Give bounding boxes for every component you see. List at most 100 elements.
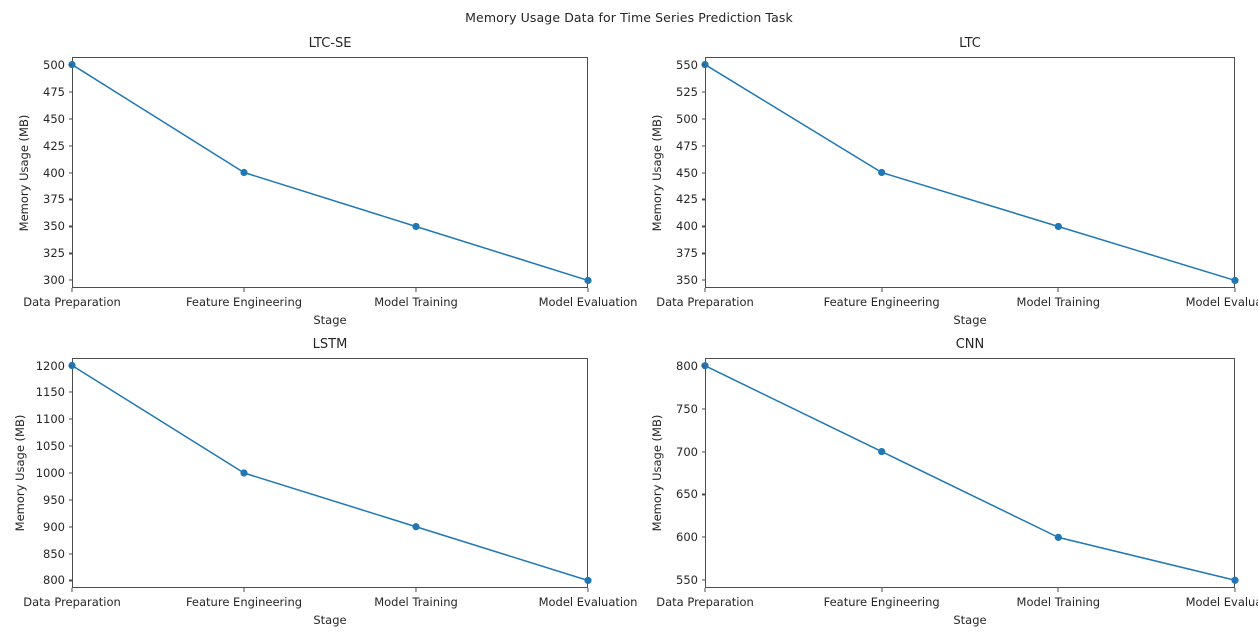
y-tick-mark: [701, 117, 705, 120]
y-tick-mark: [68, 144, 72, 147]
y-axis-label: Memory Usage (MB): [17, 114, 31, 231]
y-tick-mark: [68, 364, 72, 367]
y-tick-label: 800: [676, 358, 698, 373]
x-tick-label: Model Evaluation: [538, 295, 638, 309]
x-tick-mark: [415, 588, 417, 592]
y-tick-label: 375: [43, 192, 65, 207]
x-tick-mark: [415, 288, 417, 292]
x-axis-label: Stage: [313, 613, 347, 627]
y-tick-label: 900: [43, 519, 65, 534]
y-tick-mark: [68, 64, 72, 66]
y-tick-label: 1200: [35, 358, 65, 373]
data-point-marker: [1231, 576, 1239, 584]
x-axis-label: Stage: [313, 313, 347, 327]
y-tick-mark: [68, 526, 72, 528]
x-tick-label: Model Evaluation: [1185, 295, 1258, 309]
y-tick-mark: [701, 91, 705, 93]
subplot-title: LTC: [959, 36, 981, 51]
y-tick-label: 800: [43, 573, 65, 588]
y-tick-mark: [701, 198, 705, 201]
y-tick-mark: [68, 225, 72, 227]
x-tick-mark: [587, 288, 589, 292]
y-tick-mark: [701, 252, 705, 254]
data-point-marker: [1054, 533, 1062, 541]
data-point-marker: [701, 60, 709, 69]
y-tick-mark: [701, 579, 705, 581]
subplot-cnn: CNN Memory Usage (MB) Stage 550 600 650 700…: [650, 337, 1258, 627]
y-tick-mark: [701, 225, 705, 227]
data-point-marker: [701, 362, 709, 370]
x-tick-mark: [704, 588, 706, 592]
y-tick-label: 500: [43, 57, 65, 72]
x-axis-label: Stage: [953, 313, 987, 327]
y-tick-label: 550: [676, 57, 698, 72]
data-point-marker: [878, 447, 886, 456]
y-tick-mark: [701, 171, 705, 174]
y-tick-label: 950: [43, 492, 65, 507]
x-tick-label: Model Training: [374, 595, 458, 609]
axes-frame: [705, 358, 1235, 588]
series-plot: [701, 362, 1239, 584]
subplot-title: LTC-SE: [308, 36, 352, 51]
axes-frame: [72, 358, 588, 588]
x-tick-label: Model Training: [1016, 595, 1101, 609]
axes-frame: [705, 57, 1235, 288]
x-axis-label: Stage: [953, 613, 987, 627]
data-point-marker: [878, 168, 886, 177]
y-tick-label: 1150: [35, 385, 65, 400]
y-tick-label: 325: [43, 246, 65, 261]
x-tick-label: Feature Engineering: [185, 595, 303, 609]
y-tick-mark: [701, 279, 705, 281]
y-tick-mark: [68, 91, 72, 93]
series-plot: [68, 60, 592, 285]
y-tick-label: 850: [43, 546, 65, 561]
x-tick-mark: [881, 588, 883, 592]
data-point-marker: [240, 469, 248, 477]
data-point-marker: [240, 168, 248, 177]
data-point-marker: [584, 276, 592, 285]
x-tick-label: Model Training: [1016, 295, 1101, 309]
series-line: [704, 364, 1236, 582]
y-tick-mark: [701, 64, 705, 66]
y-tick-mark: [68, 198, 72, 201]
subplot-ltc: LTC Memory Usage (MB) Stage 350 375 400 425…: [650, 36, 1258, 327]
series-line: [71, 63, 589, 282]
x-tick-mark: [704, 288, 706, 292]
x-tick-mark: [71, 588, 73, 592]
y-tick-mark: [701, 451, 705, 453]
y-tick-label: 500: [676, 111, 698, 126]
y-tick-label: 650: [676, 487, 698, 502]
data-point-marker: [584, 576, 592, 585]
series-line: [704, 63, 1236, 282]
y-tick-label: 1100: [35, 412, 65, 427]
x-tick-label: Model Evaluation: [538, 595, 638, 609]
y-tick-label: 400: [676, 219, 698, 234]
x-tick-label: Data Preparation: [656, 595, 754, 609]
x-tick-mark: [243, 288, 245, 292]
y-tick-label: 425: [43, 138, 65, 153]
y-tick-label: 300: [43, 273, 65, 288]
x-tick-mark: [243, 588, 245, 592]
y-tick-mark: [68, 391, 72, 393]
axes-frame: [72, 57, 588, 288]
data-point-marker: [68, 361, 76, 370]
y-tick-label: 475: [676, 138, 698, 153]
data-point-marker: [412, 222, 420, 231]
x-tick-label: Model Training: [374, 295, 458, 309]
y-tick-mark: [68, 279, 72, 281]
y-tick-label: 550: [676, 573, 698, 588]
y-tick-mark: [701, 144, 705, 147]
y-tick-label: 525: [676, 84, 698, 99]
y-tick-mark: [701, 536, 705, 538]
data-point-marker: [1054, 222, 1062, 231]
y-tick-label: 350: [676, 273, 698, 288]
y-tick-mark: [68, 117, 72, 120]
subplot-title: CNN: [955, 337, 985, 352]
y-tick-mark: [68, 418, 72, 420]
series-plot: [68, 361, 592, 585]
x-tick-label: Feature Engineering: [823, 295, 940, 309]
x-tick-mark: [1234, 588, 1236, 592]
data-point-marker: [1231, 276, 1239, 285]
y-tick-mark: [68, 445, 72, 447]
